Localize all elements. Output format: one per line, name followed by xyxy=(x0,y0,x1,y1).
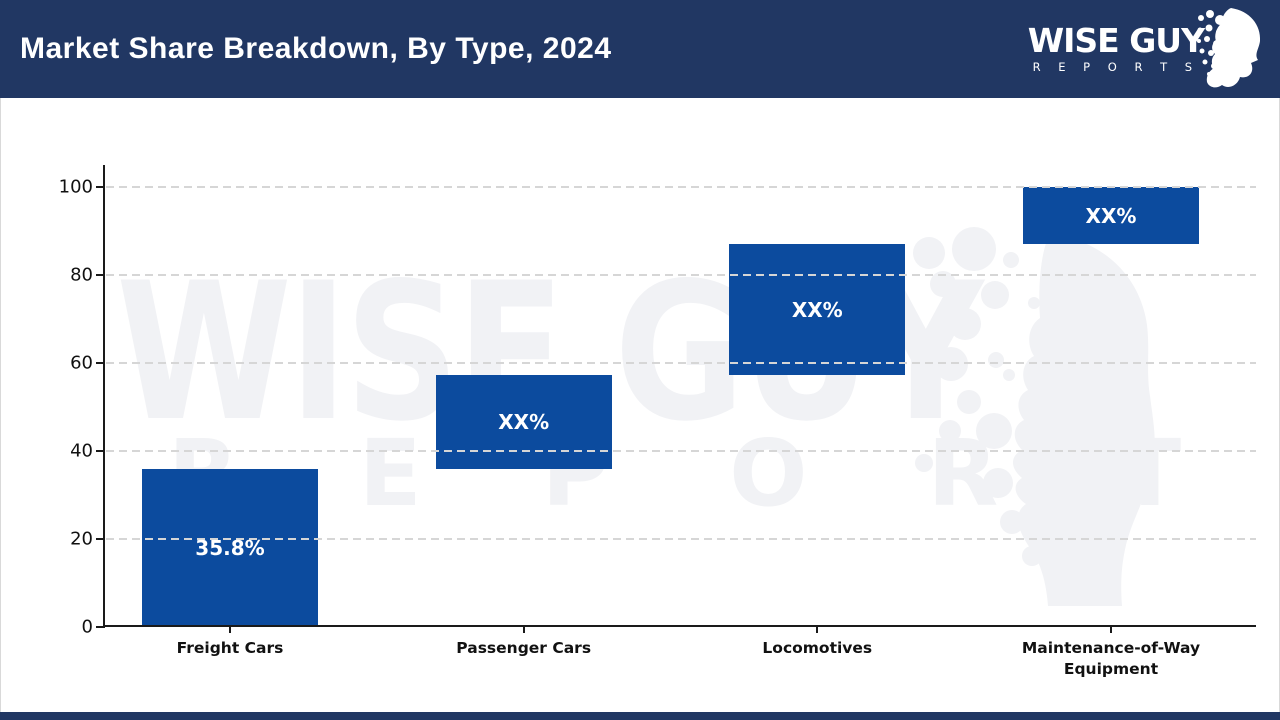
x-tick xyxy=(816,627,819,633)
y-tick xyxy=(96,449,103,452)
logo-subtitle: R E P O R T S xyxy=(1032,60,1200,75)
y-tick-label: 40 xyxy=(70,440,93,462)
y-tick-label: 20 xyxy=(70,528,93,550)
y-tick xyxy=(96,537,103,540)
y-tick xyxy=(96,361,103,364)
x-category-label: Maintenance-of-Way Equipment xyxy=(1021,639,1201,678)
bar-locomotives xyxy=(729,244,906,376)
y-tick xyxy=(96,273,103,276)
gridline xyxy=(106,361,1256,364)
gridline xyxy=(106,186,1256,188)
bar-value-label: XX% xyxy=(498,410,550,435)
x-category-label: Freight Cars xyxy=(176,639,284,657)
gridline xyxy=(106,273,1256,276)
y-tick xyxy=(96,186,103,188)
y-axis-line xyxy=(103,165,105,628)
header-bar: Market Share Breakdown, By Type, 2024 WI… xyxy=(0,0,1280,98)
gridline xyxy=(106,537,1256,540)
bar-passenger-cars xyxy=(435,375,612,470)
x-axis-line xyxy=(103,625,1256,627)
y-tick xyxy=(96,625,103,628)
x-tick xyxy=(1110,627,1112,633)
y-tick-label: 80 xyxy=(70,264,93,286)
wise-guy-reports-logo: WISE GUY R E P O R T S xyxy=(1028,6,1266,92)
x-category-label: Locomotives xyxy=(762,639,873,657)
logo-head-icon xyxy=(1197,8,1261,88)
bar-value-label: XX% xyxy=(1085,203,1137,228)
bar-value-label: XX% xyxy=(791,297,843,322)
footer-bar xyxy=(0,712,1280,720)
x-tick xyxy=(229,627,231,633)
y-tick-label: 0 xyxy=(81,616,93,637)
gridline xyxy=(106,449,1256,452)
bar-value-label: 35.8% xyxy=(195,535,265,560)
logo-wordmark: WISE GUY xyxy=(1027,20,1205,60)
y-tick-label: 60 xyxy=(70,352,93,374)
x-category-label: Passenger Cars xyxy=(456,639,592,657)
x-tick xyxy=(522,627,525,633)
y-tick-label: 100 xyxy=(58,176,93,198)
logo-text: WISE GUY R E P O R T S xyxy=(1027,20,1205,75)
bar-freight-cars xyxy=(142,469,318,627)
page-title: Market Share Breakdown, By Type, 2024 xyxy=(20,32,612,65)
